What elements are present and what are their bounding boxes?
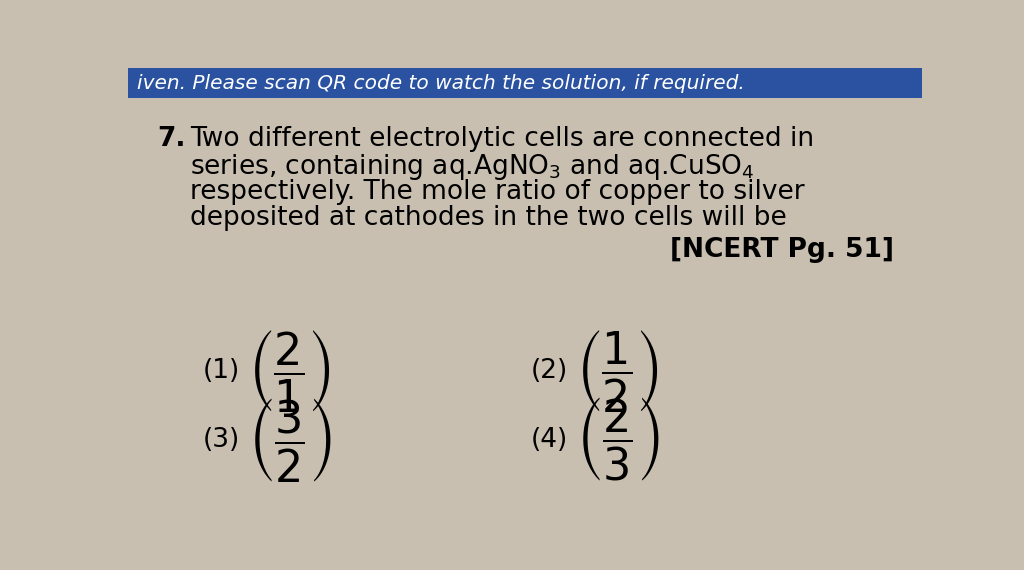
Text: respectively. The mole ratio of copper to silver: respectively. The mole ratio of copper t… (190, 178, 805, 205)
Text: (2): (2) (531, 358, 568, 384)
Text: series, containing aq.AgNO$_3$ and aq.CuSO$_4$: series, containing aq.AgNO$_3$ and aq.Cu… (190, 152, 755, 182)
Text: [NCERT Pg. 51]: [NCERT Pg. 51] (670, 237, 894, 263)
Text: deposited at cathodes in the two cells will be: deposited at cathodes in the two cells w… (190, 205, 786, 231)
Text: (3): (3) (203, 426, 241, 453)
Text: $\left(\dfrac{1}{2}\right)$: $\left(\dfrac{1}{2}\right)$ (575, 328, 658, 414)
Text: $\left(\dfrac{3}{2}\right)$: $\left(\dfrac{3}{2}\right)$ (248, 396, 332, 483)
Text: 7.: 7. (158, 126, 186, 152)
Text: (4): (4) (531, 426, 568, 453)
Text: Two different electrolytic cells are connected in: Two different electrolytic cells are con… (190, 126, 814, 152)
Text: $\left(\dfrac{2}{1}\right)$: $\left(\dfrac{2}{1}\right)$ (248, 328, 331, 414)
Text: iven. Please scan QR code to watch the solution, if required.: iven. Please scan QR code to watch the s… (137, 74, 745, 92)
Text: (1): (1) (203, 358, 241, 384)
FancyBboxPatch shape (128, 68, 922, 97)
Text: $\left(\dfrac{2}{3}\right)$: $\left(\dfrac{2}{3}\right)$ (575, 396, 659, 483)
